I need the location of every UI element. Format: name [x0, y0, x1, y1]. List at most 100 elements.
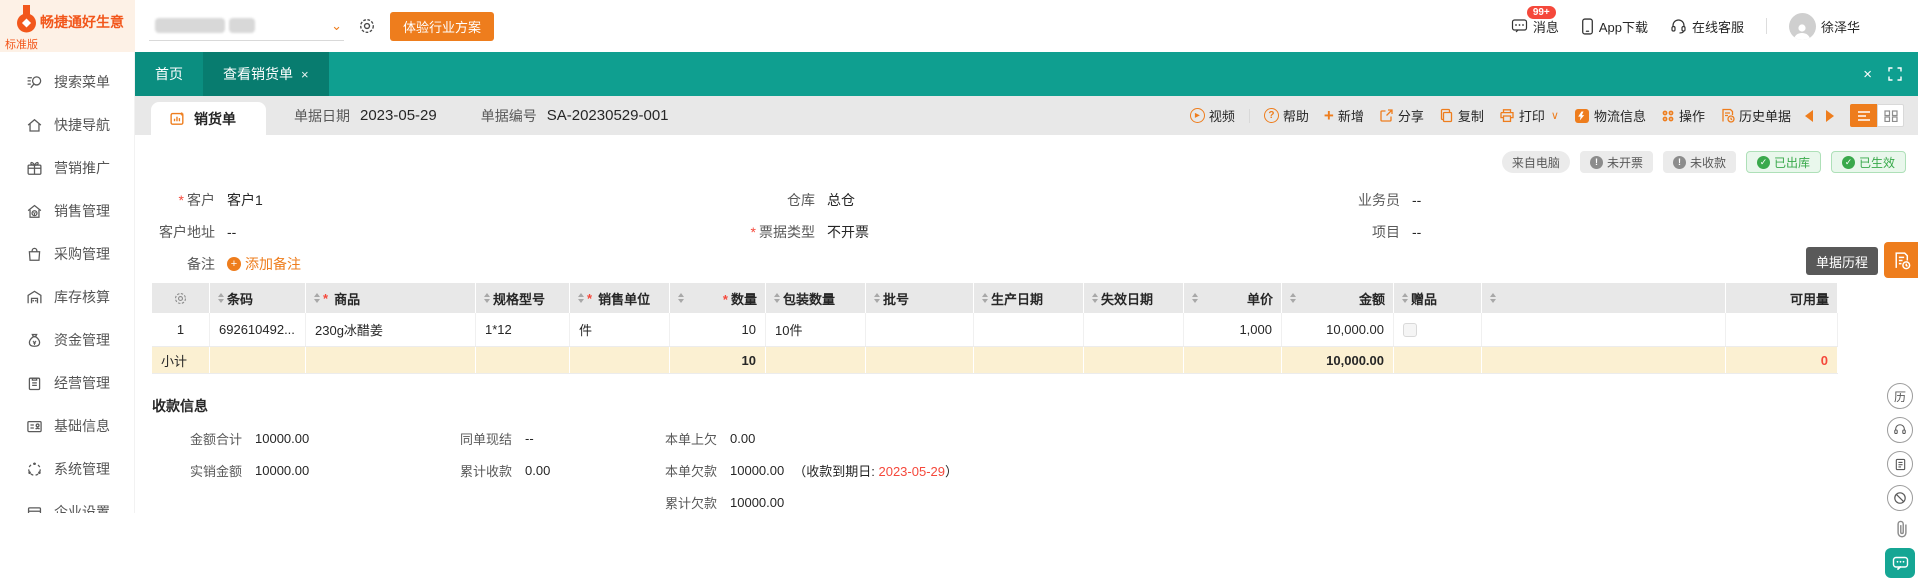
prod-date-cell[interactable]: [974, 313, 1084, 346]
help-button[interactable]: ? 帮助: [1260, 106, 1313, 125]
sort-icon[interactable]: [678, 293, 684, 303]
history-circle-icon[interactable]: 历: [1887, 383, 1913, 409]
app-download-menu-item[interactable]: App下载: [1581, 17, 1648, 36]
share-button[interactable]: 分享: [1375, 106, 1428, 125]
message-bubble-icon: [1511, 18, 1528, 34]
document-circle-icon[interactable]: [1887, 451, 1913, 477]
settings-gear-icon[interactable]: [358, 17, 376, 35]
sidebar-item-quick-nav[interactable]: 快捷导航: [26, 113, 134, 137]
user-account-menu-item[interactable]: 徐泽华: [1789, 13, 1860, 40]
messages-menu-item[interactable]: 消息 99+: [1511, 17, 1559, 36]
sort-icon[interactable]: [578, 293, 584, 303]
unit-cell[interactable]: 件: [570, 313, 670, 346]
logistics-button[interactable]: 物流信息: [1570, 106, 1650, 125]
document-type-tab[interactable]: 销货单: [151, 102, 266, 135]
search-redacted-text: [155, 18, 225, 33]
sort-icon[interactable]: [1092, 293, 1098, 303]
add-button[interactable]: + 新增: [1320, 106, 1368, 125]
barcode-cell[interactable]: 692610492...: [210, 313, 306, 346]
sidebar-item-system[interactable]: 系统管理: [26, 457, 134, 481]
table-row[interactable]: 1 692610492... 230g冰醋姜 1*12 件 10 10件 1,0…: [152, 313, 1838, 347]
copy-button[interactable]: 复制: [1435, 106, 1488, 125]
sidebar-item-search-menu[interactable]: 搜索菜单: [26, 70, 134, 94]
project-field[interactable]: 项目 --: [1325, 221, 1918, 243]
price-cell[interactable]: 1,000: [1184, 313, 1282, 346]
gift-column-header[interactable]: 赠品: [1394, 283, 1482, 313]
batch-column-header[interactable]: 批号: [866, 283, 974, 313]
add-note-button[interactable]: + 添加备注: [227, 254, 301, 274]
sort-icon[interactable]: [1490, 293, 1496, 303]
card-view-button[interactable]: [1877, 104, 1904, 127]
prev-document-arrow[interactable]: [1805, 110, 1813, 122]
product-cell[interactable]: 230g冰醋姜: [306, 313, 476, 346]
salesman-field[interactable]: 业务员 --: [1325, 189, 1918, 211]
sort-icon[interactable]: [982, 293, 988, 303]
prod-date-column-header[interactable]: 生产日期: [974, 283, 1084, 313]
customer-address-field[interactable]: 客户地址 --: [135, 221, 735, 243]
next-document-arrow[interactable]: [1826, 110, 1834, 122]
sort-icon[interactable]: [1290, 293, 1296, 303]
sort-icon[interactable]: [1192, 293, 1198, 303]
pack-qty-cell[interactable]: 10件: [766, 313, 866, 346]
pack-qty-column-header[interactable]: 包装数量: [766, 283, 866, 313]
service-circle-icon[interactable]: [1887, 417, 1913, 443]
list-view-button[interactable]: [1850, 104, 1877, 127]
sidebar-item-inventory[interactable]: 库存核算: [26, 285, 134, 309]
fullscreen-icon[interactable]: [1888, 67, 1902, 81]
check-circle-icon: ✓: [1842, 156, 1855, 169]
gift-checkbox[interactable]: [1403, 323, 1417, 337]
exp-date-column-header[interactable]: 失效日期: [1084, 283, 1184, 313]
tab-home[interactable]: 首页: [135, 52, 203, 96]
global-search-input[interactable]: ⌄: [149, 11, 344, 41]
chevron-down-icon[interactable]: ∨: [1551, 109, 1559, 122]
warehouse-field[interactable]: 仓库 总仓: [735, 189, 1325, 211]
sidebar-item-enterprise[interactable]: 企业设置: [26, 500, 134, 513]
close-all-tabs-icon[interactable]: ×: [1863, 67, 1872, 82]
bill-type-field[interactable]: *票据类型 不开票: [735, 221, 1325, 243]
chevron-down-icon[interactable]: ⌄: [331, 18, 342, 34]
not-invoiced-badge: ! 未开票: [1580, 151, 1653, 173]
attachment-icon[interactable]: [1893, 519, 1911, 539]
sidebar-item-funds[interactable]: 资金管理: [26, 328, 134, 352]
spec-cell[interactable]: 1*12: [476, 313, 570, 346]
amount-column-header[interactable]: 金额: [1282, 283, 1394, 313]
video-button[interactable]: ▸ 视频: [1186, 106, 1239, 125]
document-toolbar: ▸ 视频 ? 帮助 + 新增 分享 复制 打印: [1186, 104, 1904, 127]
customer-field[interactable]: *客户 客户1: [135, 189, 735, 211]
batch-cell[interactable]: [866, 313, 974, 346]
unit-column-header[interactable]: *销售单位: [570, 283, 670, 313]
sidebar-item-operations[interactable]: 经营管理: [26, 371, 134, 395]
exp-date-cell[interactable]: [1084, 313, 1184, 346]
sort-icon[interactable]: [218, 293, 224, 303]
print-button[interactable]: 打印 ∨: [1495, 106, 1563, 125]
sidebar-item-base-info[interactable]: 基础信息: [26, 414, 134, 438]
sort-icon[interactable]: [874, 293, 880, 303]
assistant-app-icon[interactable]: [1885, 548, 1915, 578]
history-bills-button[interactable]: 历史单据: [1716, 106, 1795, 125]
spec-column-header[interactable]: 规格型号: [476, 283, 570, 313]
empty-column-header[interactable]: [1482, 283, 1726, 313]
qty-cell[interactable]: 10: [670, 313, 766, 346]
barcode-column-header[interactable]: 条码: [210, 283, 306, 313]
price-column-header[interactable]: 单价: [1184, 283, 1282, 313]
sidebar-item-purchasing[interactable]: 采购管理: [26, 242, 134, 266]
tab-view-sales-order[interactable]: 查看销货单 ×: [203, 52, 329, 96]
column-settings-header[interactable]: [152, 283, 210, 313]
actions-button[interactable]: 操作: [1657, 106, 1709, 125]
trial-industry-plan-button[interactable]: 体验行业方案: [390, 12, 494, 41]
close-tab-icon[interactable]: ×: [301, 67, 309, 82]
qty-column-header[interactable]: *数量: [670, 283, 766, 313]
sidebar-item-marketing[interactable]: 营销推广: [26, 156, 134, 180]
sort-icon[interactable]: [314, 293, 320, 303]
product-column-header[interactable]: *商品: [306, 283, 476, 313]
same-bill-cash-field: 同单现结--: [460, 429, 665, 448]
sort-icon[interactable]: [1402, 293, 1408, 303]
sort-icon[interactable]: [774, 293, 780, 303]
bill-history-button[interactable]: [1884, 242, 1918, 278]
due-date: 2023-05-29: [878, 464, 945, 479]
online-service-menu-item[interactable]: 在线客服: [1670, 17, 1744, 36]
sort-icon[interactable]: [484, 293, 490, 303]
disabled-circle-icon[interactable]: [1887, 485, 1913, 511]
sidebar-item-sales[interactable]: 销售管理: [26, 199, 134, 223]
amount-cell[interactable]: 10,000.00: [1282, 313, 1394, 346]
